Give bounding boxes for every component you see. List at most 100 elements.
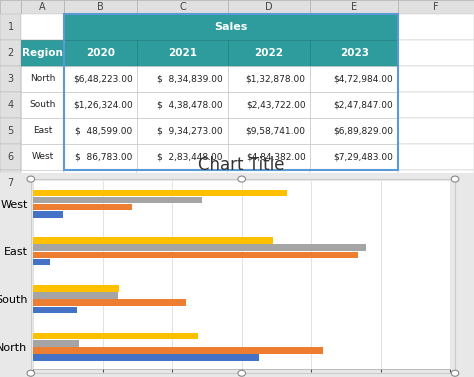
Bar: [33, 292, 118, 299]
Text: D: D: [265, 2, 273, 12]
Text: South: South: [29, 100, 56, 109]
Bar: [398, 144, 474, 170]
Bar: [33, 354, 258, 361]
Bar: [137, 92, 228, 118]
Bar: [33, 307, 77, 313]
Bar: [64, 14, 137, 40]
Bar: [33, 197, 201, 203]
Bar: [310, 118, 398, 144]
Bar: [0, 0, 21, 14]
Bar: [137, 0, 228, 14]
Text: F: F: [433, 2, 439, 12]
Text: $  86,783.00: $ 86,783.00: [75, 152, 133, 161]
Text: 2021: 2021: [168, 48, 197, 58]
Bar: [33, 251, 358, 258]
Text: B: B: [97, 2, 104, 12]
Bar: [137, 92, 228, 118]
Text: 6: 6: [8, 152, 14, 162]
Bar: [0, 170, 21, 196]
Text: 7: 7: [8, 178, 14, 188]
Text: 1: 1: [8, 22, 14, 32]
Bar: [310, 66, 398, 92]
Text: $2,43,722.00: $2,43,722.00: [246, 100, 306, 109]
Bar: [21, 40, 64, 66]
Bar: [21, 66, 64, 92]
Text: 2020: 2020: [86, 48, 115, 58]
Bar: [228, 118, 310, 144]
Bar: [21, 92, 64, 118]
Bar: [0, 40, 21, 66]
Text: North: North: [30, 74, 55, 83]
Bar: [137, 170, 228, 196]
Bar: [228, 66, 310, 92]
Bar: [64, 118, 137, 144]
Bar: [137, 40, 228, 66]
Text: 2022: 2022: [255, 48, 283, 58]
Text: 2: 2: [8, 48, 14, 58]
Bar: [228, 170, 310, 196]
Bar: [33, 299, 186, 306]
Bar: [64, 40, 137, 66]
Bar: [228, 118, 310, 144]
Bar: [398, 14, 474, 40]
Bar: [310, 92, 398, 118]
Bar: [137, 118, 228, 144]
Bar: [64, 66, 137, 92]
Bar: [228, 92, 310, 118]
Text: $1,32,878.00: $1,32,878.00: [246, 74, 306, 83]
Bar: [21, 66, 64, 92]
Text: Region: Region: [22, 48, 63, 58]
Bar: [0, 118, 21, 144]
Bar: [137, 14, 228, 40]
Bar: [64, 170, 137, 196]
Bar: [0, 92, 21, 118]
Text: $4,72,984.00: $4,72,984.00: [334, 74, 393, 83]
Text: East: East: [33, 126, 52, 135]
Bar: [0, 14, 21, 40]
Bar: [228, 92, 310, 118]
Text: E: E: [351, 2, 357, 12]
Bar: [228, 40, 310, 66]
Text: $7,29,483.00: $7,29,483.00: [334, 152, 393, 161]
Text: $2,47,847.00: $2,47,847.00: [334, 100, 393, 109]
Text: $  9,34,273.00: $ 9,34,273.00: [157, 126, 223, 135]
Bar: [310, 92, 398, 118]
Bar: [64, 144, 137, 170]
Bar: [33, 244, 366, 251]
Bar: [398, 0, 474, 14]
Bar: [0, 66, 21, 92]
Bar: [33, 204, 132, 210]
Bar: [398, 118, 474, 144]
Text: A: A: [39, 2, 46, 12]
Text: 4: 4: [8, 100, 14, 110]
Text: 5: 5: [8, 126, 14, 136]
Bar: [0, 144, 21, 170]
Bar: [310, 66, 398, 92]
Bar: [310, 118, 398, 144]
Bar: [33, 285, 119, 292]
Text: West: West: [32, 152, 54, 161]
Bar: [310, 170, 398, 196]
Bar: [398, 170, 474, 196]
Bar: [21, 92, 64, 118]
Text: C: C: [179, 2, 186, 12]
Bar: [310, 40, 398, 66]
Bar: [64, 0, 137, 14]
Bar: [21, 40, 64, 66]
Bar: [64, 92, 137, 118]
Bar: [137, 40, 228, 66]
Bar: [21, 14, 64, 40]
Bar: [64, 118, 137, 144]
Bar: [228, 144, 310, 170]
Bar: [21, 144, 64, 170]
Text: $6,89,829.00: $6,89,829.00: [333, 126, 393, 135]
Text: $  2,83,448.00: $ 2,83,448.00: [157, 152, 223, 161]
Bar: [33, 259, 50, 265]
Text: 2023: 2023: [340, 48, 369, 58]
Bar: [64, 92, 137, 118]
Bar: [228, 144, 310, 170]
Bar: [21, 144, 64, 170]
Bar: [310, 0, 398, 14]
Bar: [137, 144, 228, 170]
Bar: [310, 14, 398, 40]
